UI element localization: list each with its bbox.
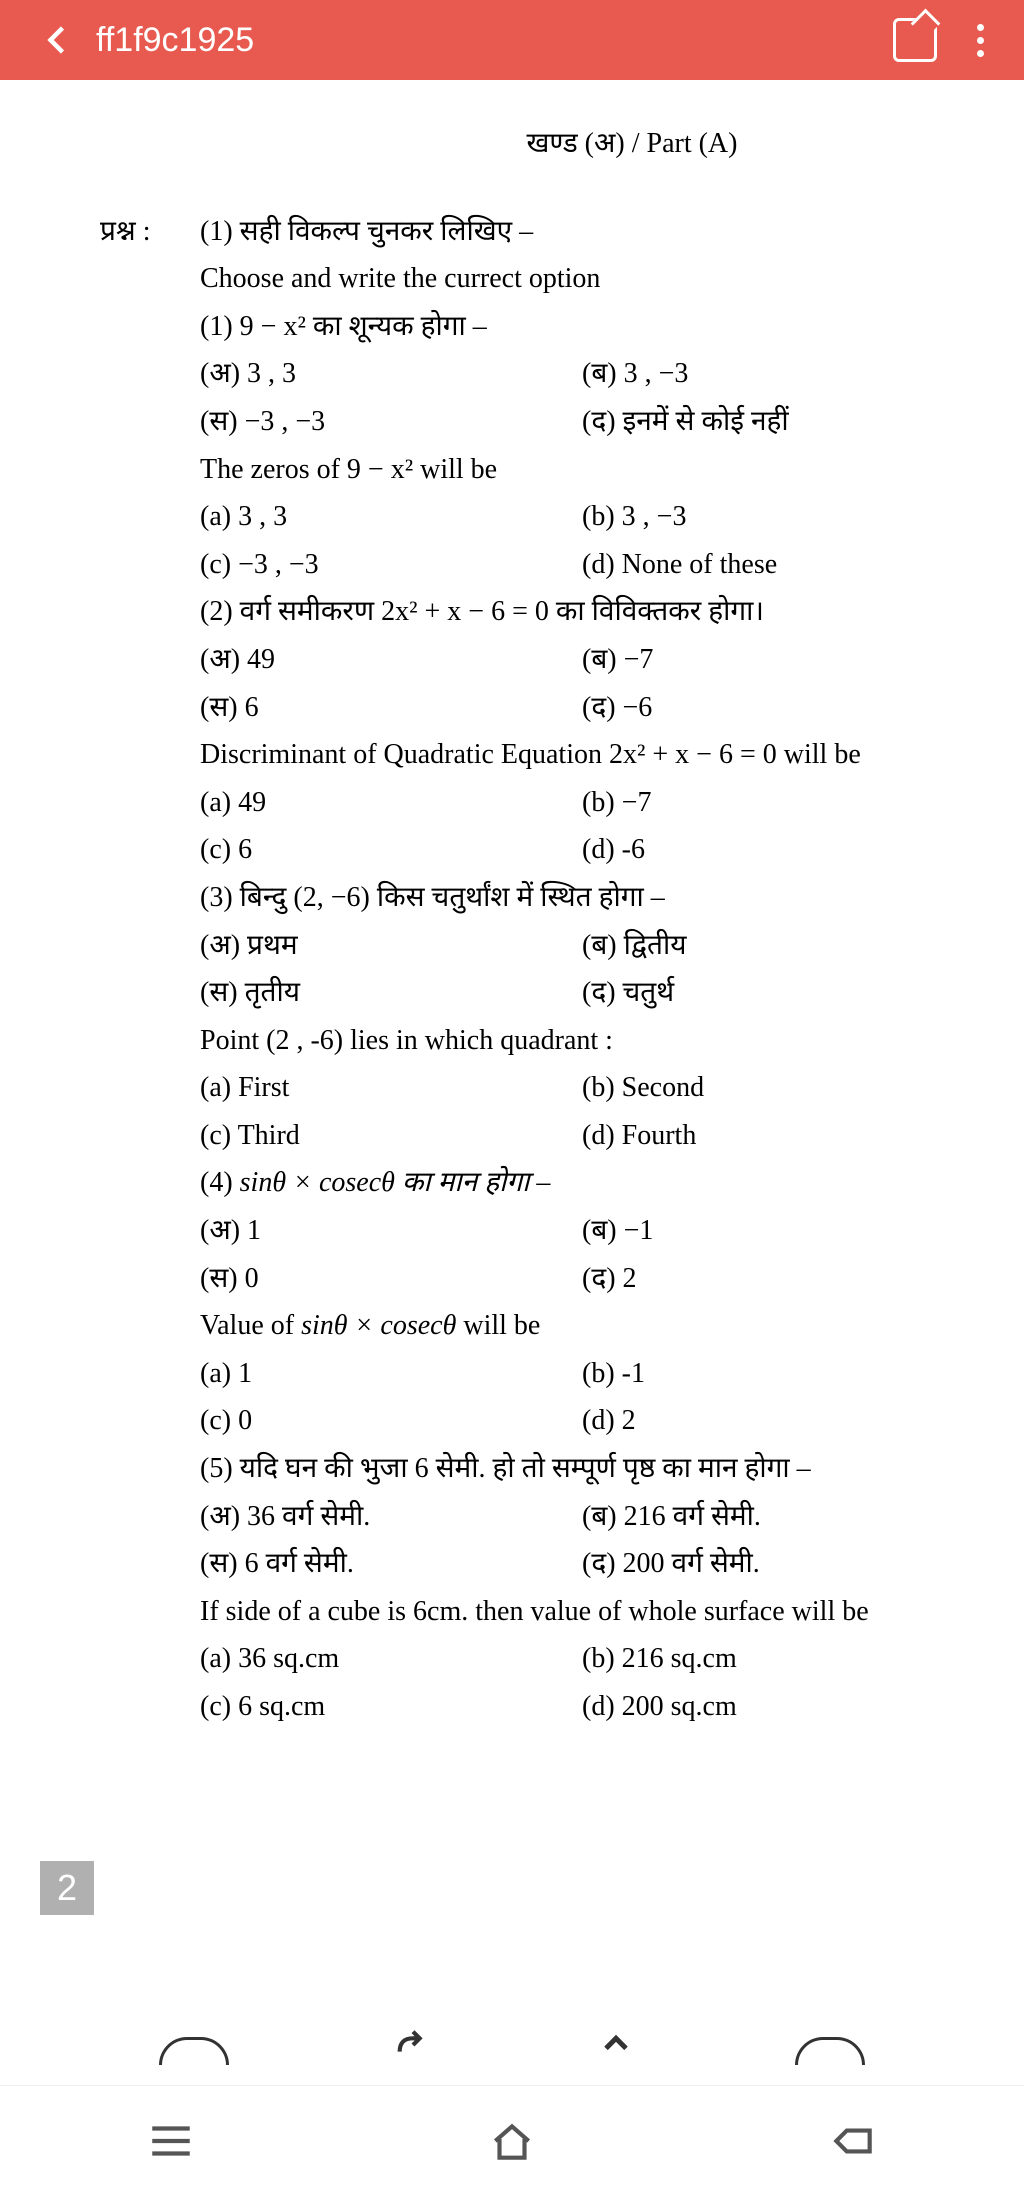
q1-num: (1) bbox=[200, 216, 233, 247]
s4-c-hi: (स) 0 bbox=[200, 1255, 582, 1303]
s2-c-en: (c) 6 bbox=[200, 826, 582, 874]
s3-d-en: (d) Fourth bbox=[582, 1112, 964, 1160]
q1-hi: सही विकल्प चुनकर लिखिए – bbox=[240, 216, 533, 247]
s2-b-en: (b) −7 bbox=[582, 779, 964, 827]
s2-d-hi: (द) −6 bbox=[582, 684, 964, 732]
thumb-up-icon[interactable] bbox=[596, 2025, 636, 2065]
s5-c-en: (c) 6 sq.cm bbox=[200, 1683, 582, 1731]
s3-c-hi: (स) तृतीय bbox=[200, 969, 582, 1017]
header-actions bbox=[893, 18, 984, 62]
header-code: ff1f9c1925 bbox=[96, 21, 893, 60]
s3-hi: बिन्दु (2, −6) किस चतुर्थांश में स्थित ह… bbox=[240, 882, 665, 913]
s4-num: (4) bbox=[200, 1167, 233, 1198]
back-nav-icon[interactable] bbox=[823, 2116, 883, 2166]
s5-a-en: (a) 36 sq.cm bbox=[200, 1635, 582, 1683]
q1-en: Choose and write the currect option bbox=[200, 255, 964, 303]
s1-b-en: (b) 3 , −3 bbox=[582, 493, 964, 541]
s2-a-en: (a) 49 bbox=[200, 779, 582, 827]
s4-b-en: (b) -1 bbox=[582, 1350, 964, 1398]
s2-b-hi: (ब) −7 bbox=[582, 636, 964, 684]
s1-c-hi: (स) −3 , −3 bbox=[200, 398, 582, 446]
page-thumbnails bbox=[0, 2005, 1024, 2065]
s1-a-hi: (अ) 3 , 3 bbox=[200, 350, 582, 398]
s3-b-en: (b) Second bbox=[582, 1064, 964, 1112]
back-icon[interactable] bbox=[40, 22, 76, 58]
s4-b-hi: (ब) −1 bbox=[582, 1207, 964, 1255]
thumb-arrow-icon[interactable] bbox=[388, 2025, 438, 2065]
s5-b-en: (b) 216 sq.cm bbox=[582, 1635, 964, 1683]
system-nav-bar bbox=[0, 2085, 1024, 2195]
more-icon[interactable] bbox=[977, 24, 984, 57]
s1-c-en: (c) −3 , −3 bbox=[200, 541, 582, 589]
s4-a-en: (a) 1 bbox=[200, 1350, 582, 1398]
s3-d-hi: (द) चतुर्थ bbox=[582, 969, 964, 1017]
s1-a-en: (a) 3 , 3 bbox=[200, 493, 582, 541]
page-number-badge: 2 bbox=[40, 1861, 94, 1915]
s4-c-en: (c) 0 bbox=[200, 1397, 582, 1445]
s2-d-en: (d) -6 bbox=[582, 826, 964, 874]
s4-d-en: (d) 2 bbox=[582, 1397, 964, 1445]
s5-d-en: (d) 200 sq.cm bbox=[582, 1683, 964, 1731]
s5-hi: यदि घन की भुजा 6 सेमी. हो तो सम्पूर्ण पृ… bbox=[240, 1453, 811, 1484]
s5-en: If side of a cube is 6cm. then value of … bbox=[200, 1588, 964, 1636]
home-icon[interactable] bbox=[482, 2116, 542, 2166]
s1-hi: 9 − x² का शून्यक होगा – bbox=[240, 311, 487, 342]
s3-en: Point (2 , -6) lies in which quadrant : bbox=[200, 1017, 964, 1065]
s5-b-hi: (ब) 216 वर्ग सेमी. bbox=[582, 1493, 964, 1541]
s3-num: (3) bbox=[200, 882, 233, 913]
thumb-icon[interactable] bbox=[159, 2037, 229, 2065]
s2-num: (2) bbox=[200, 596, 233, 627]
s5-c-hi: (स) 6 वर्ग सेमी. bbox=[200, 1540, 582, 1588]
s4-a-hi: (अ) 1 bbox=[200, 1207, 582, 1255]
document-content: खण्ड (अ) / Part (A) प्रश्न : (1) सही विक… bbox=[0, 80, 1024, 1771]
s4-hi: sinθ × cosecθ का मान होगा – bbox=[240, 1167, 551, 1198]
question-prefix: प्रश्न : bbox=[100, 208, 200, 1731]
menu-icon[interactable] bbox=[141, 2116, 201, 2166]
thumb-icon[interactable] bbox=[795, 2037, 865, 2065]
s5-d-hi: (द) 200 वर्ग सेमी. bbox=[582, 1540, 964, 1588]
s1-num: (1) bbox=[200, 311, 233, 342]
s5-num: (5) bbox=[200, 1453, 233, 1484]
s1-d-hi: (द) इनमें से कोई नहीं bbox=[582, 398, 964, 446]
s4-en: Value of sinθ × cosecθ will be bbox=[200, 1302, 964, 1350]
edit-icon[interactable] bbox=[893, 18, 937, 62]
s3-a-hi: (अ) प्रथम bbox=[200, 922, 582, 970]
s1-en: The zeros of 9 − x² will be bbox=[200, 446, 964, 494]
s5-a-hi: (अ) 36 वर्ग सेमी. bbox=[200, 1493, 582, 1541]
s2-a-hi: (अ) 49 bbox=[200, 636, 582, 684]
part-title: खण्ड (अ) / Part (A) bbox=[300, 120, 964, 168]
s3-c-en: (c) Third bbox=[200, 1112, 582, 1160]
s2-en: Discriminant of Quadratic Equation 2x² +… bbox=[200, 731, 964, 779]
s1-d-en: (d) None of these bbox=[582, 541, 964, 589]
s3-b-hi: (ब) द्वितीय bbox=[582, 922, 964, 970]
s1-b-hi: (ब) 3 , −3 bbox=[582, 350, 964, 398]
s4-d-hi: (द) 2 bbox=[582, 1255, 964, 1303]
s3-a-en: (a) First bbox=[200, 1064, 582, 1112]
app-header: ff1f9c1925 bbox=[0, 0, 1024, 80]
s2-hi: वर्ग समीकरण 2x² + x − 6 = 0 का विविक्तकर… bbox=[240, 596, 764, 627]
s2-c-hi: (स) 6 bbox=[200, 684, 582, 732]
